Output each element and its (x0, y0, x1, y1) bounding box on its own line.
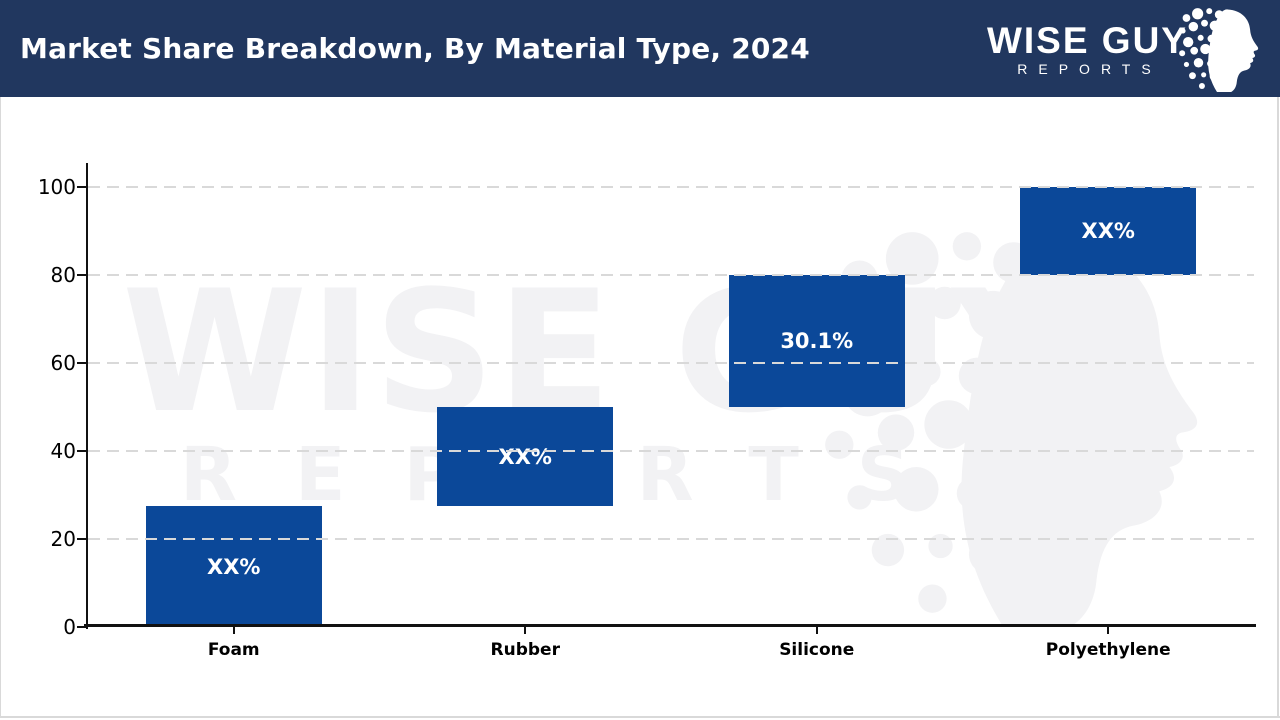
header-bar: Market Share Breakdown, By Material Type… (0, 0, 1280, 97)
gridline-60 (88, 362, 1254, 365)
y-tick-mark (77, 186, 86, 189)
page-border-bottom (0, 716, 1280, 718)
bar-polyethylene: XX% (1020, 187, 1197, 275)
y-tick-mark (77, 450, 86, 453)
y-tick-label: 60 (50, 351, 76, 376)
bar-rubber: XX% (437, 407, 614, 507)
x-axis-label-foam: Foam (207, 640, 260, 660)
x-axis-label-rubber: Rubber (490, 640, 560, 660)
page-border-left (0, 97, 1, 717)
waterfall-chart: 0 20 40 60 80 100 XX% Foam XX% Rubber 30.1% Silicon… (38, 163, 1256, 660)
x-axis-label-silicone: Silicone (779, 640, 855, 660)
logo-face-icon (1174, 6, 1266, 92)
bar-silicone: 30.1% (728, 274, 905, 408)
y-tick-label: 80 (50, 263, 76, 288)
y-tick-mark (77, 538, 86, 541)
y-tick-label: 0 (63, 615, 76, 639)
y-axis-line (86, 163, 88, 629)
wiseguy-logo: WISE GUY REPORTS (987, 6, 1266, 92)
page-title: Market Share Breakdown, By Material Type… (20, 32, 810, 65)
page-border-right (1277, 97, 1279, 717)
x-axis-line (84, 624, 1256, 627)
y-tick-mark (77, 362, 86, 365)
logo-subtitle: REPORTS (1017, 61, 1162, 77)
x-tick-mark (232, 627, 235, 634)
bar-value-label: XX% (207, 554, 261, 579)
y-tick-label: 20 (50, 527, 76, 552)
bar-foam: XX% (145, 506, 322, 627)
gridline-80 (88, 274, 1254, 277)
y-tick-mark (77, 274, 86, 277)
logo-text: WISE GUY REPORTS (987, 22, 1188, 76)
bar-value-label: XX% (498, 444, 552, 469)
bar-value-label: XX% (1081, 218, 1135, 243)
gridline-40 (88, 450, 1254, 453)
y-tick-label: 100 (37, 175, 76, 200)
gridline-20 (88, 538, 1254, 541)
bar-value-label: 30.1% (780, 328, 854, 353)
y-tick-label: 40 (50, 439, 76, 464)
y-tick-mark (77, 626, 86, 628)
logo-wordmark: WISE GUY (986, 20, 1188, 61)
x-tick-mark (1107, 627, 1110, 634)
x-axis-label-polyethylene: Polyethylene (1045, 640, 1171, 660)
gridline-100 (88, 186, 1254, 189)
x-tick-mark (815, 627, 818, 634)
x-tick-mark (524, 627, 527, 634)
